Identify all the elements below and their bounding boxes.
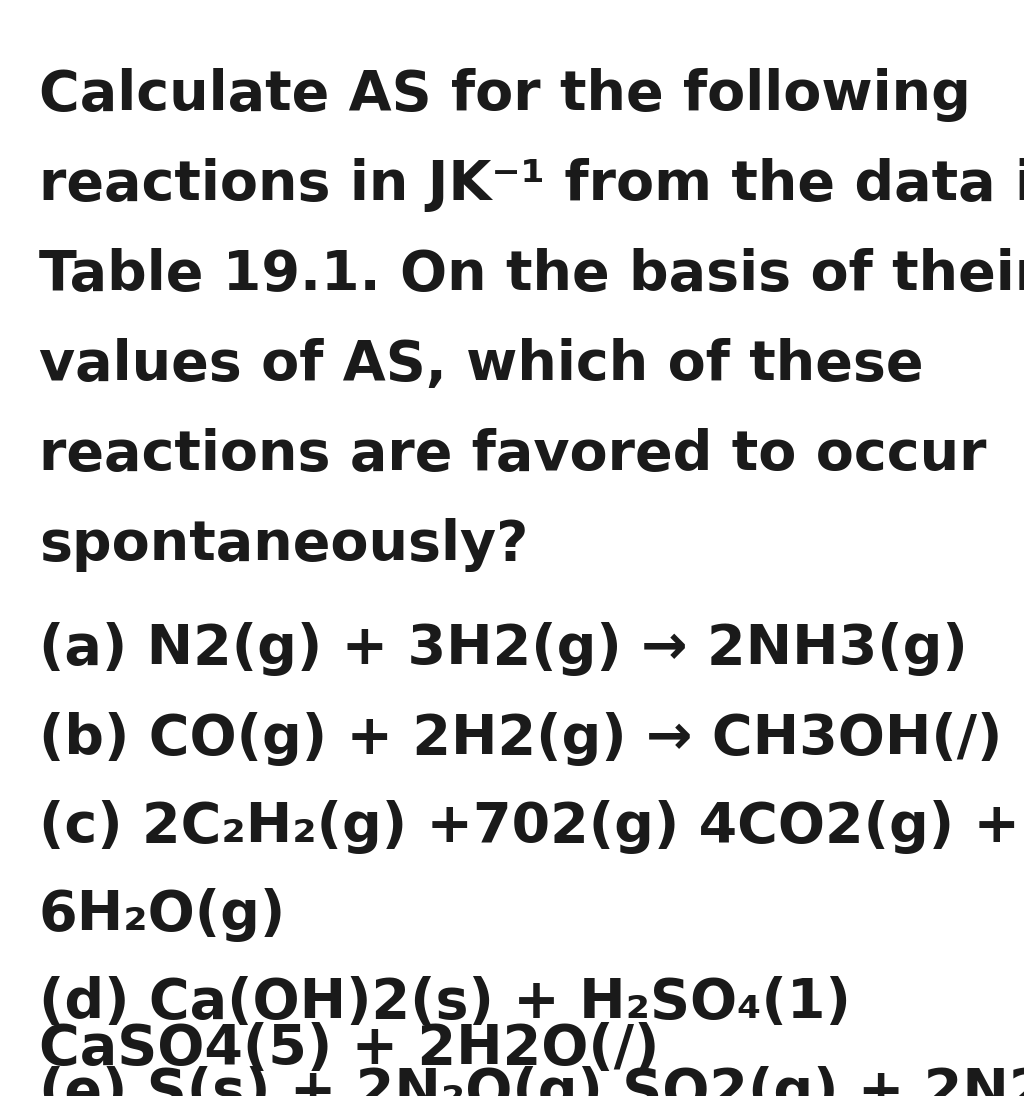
Text: Table 19.1. On the basis of their: Table 19.1. On the basis of their — [39, 248, 1024, 302]
Text: Calculate AS for the following: Calculate AS for the following — [39, 68, 971, 122]
Text: (e) S(s) + 2N₂O(g) SO2(g) + 2N2(g: (e) S(s) + 2N₂O(g) SO2(g) + 2N2(g — [39, 1066, 1024, 1096]
Text: (c) 2C₂H₂(g) +702(g) 4CO2(g) +: (c) 2C₂H₂(g) +702(g) 4CO2(g) + — [39, 800, 1020, 854]
Text: values of AS, which of these: values of AS, which of these — [39, 338, 924, 392]
Text: (d) Ca(OH)2(s) + H₂SO₄(1): (d) Ca(OH)2(s) + H₂SO₄(1) — [39, 977, 851, 1030]
Text: (a) N2(g) + 3H2(g) → 2NH3(g): (a) N2(g) + 3H2(g) → 2NH3(g) — [39, 623, 968, 676]
Text: (b) CO(g) + 2H2(g) → CH3OH(/): (b) CO(g) + 2H2(g) → CH3OH(/) — [39, 712, 1002, 766]
Text: spontaneously?: spontaneously? — [39, 518, 528, 572]
Text: CaSO4(5) + 2H2O(/): CaSO4(5) + 2H2O(/) — [39, 1021, 659, 1076]
Text: 6H₂O(g): 6H₂O(g) — [39, 888, 286, 941]
Text: reactions in JK⁻¹ from the data in: reactions in JK⁻¹ from the data in — [39, 158, 1024, 212]
Text: reactions are favored to occur: reactions are favored to occur — [39, 429, 986, 482]
